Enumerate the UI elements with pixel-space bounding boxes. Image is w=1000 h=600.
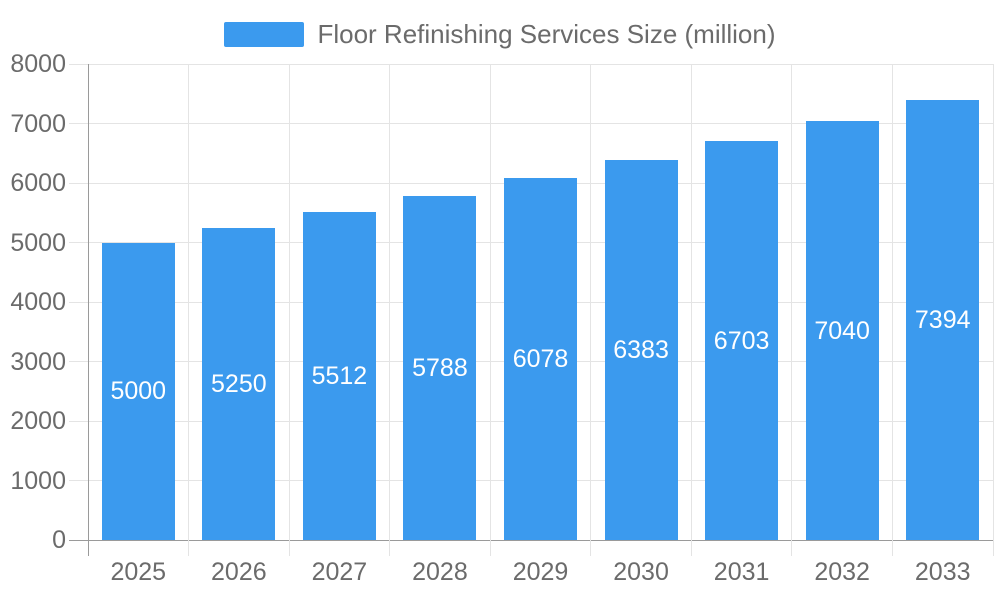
gridline-vertical	[891, 64, 893, 556]
legend: Floor Refinishing Services Size (million…	[0, 18, 1000, 50]
bar	[101, 242, 175, 540]
bar-value-label: 6703	[713, 326, 770, 355]
gridline-vertical	[288, 64, 290, 556]
y-axis-label: 6000	[10, 169, 66, 197]
bar	[403, 195, 477, 540]
y-axis-label: 5000	[10, 228, 66, 257]
x-axis-label: 2032	[814, 558, 870, 586]
y-axis-line	[87, 64, 89, 556]
gridline-vertical	[590, 64, 592, 556]
bar	[604, 160, 678, 540]
gridline-vertical	[992, 64, 994, 556]
x-axis-label: 2028	[412, 558, 468, 586]
y-axis-label: 3000	[10, 347, 66, 376]
y-axis-label: 1000	[10, 466, 66, 495]
legend-label: Floor Refinishing Services Size (million…	[317, 19, 776, 49]
gridline-horizontal	[69, 123, 993, 124]
x-axis-line	[69, 539, 993, 541]
legend-swatch	[224, 21, 305, 47]
bar	[906, 100, 980, 540]
bar-value-label: 5512	[311, 362, 368, 391]
y-axis-label: 2000	[10, 407, 66, 435]
gridline-vertical	[690, 64, 692, 556]
gridline-vertical	[188, 64, 190, 556]
gridline-vertical	[489, 64, 491, 556]
y-axis-label: 0	[52, 526, 66, 554]
bar	[504, 178, 577, 540]
bar	[805, 121, 879, 540]
x-axis-label: 2029	[512, 558, 569, 586]
bar-value-label: 6383	[613, 336, 669, 365]
bar	[302, 212, 376, 540]
bar-value-label: 6078	[512, 345, 569, 374]
gridline-vertical	[791, 64, 793, 556]
x-axis-label: 2031	[713, 558, 770, 586]
bar	[202, 227, 276, 540]
bar-value-label: 7040	[814, 316, 870, 345]
x-axis-label: 2027	[311, 558, 368, 586]
gridline-vertical	[389, 64, 391, 556]
bar-value-label: 5250	[211, 369, 267, 398]
x-axis-label: 2025	[110, 558, 167, 586]
bar-value-label: 5000	[110, 377, 167, 406]
y-axis-label: 8000	[10, 50, 66, 78]
bar-value-label: 5788	[412, 353, 468, 382]
y-axis-label: 4000	[10, 288, 66, 316]
x-axis-label: 2033	[914, 558, 971, 586]
x-axis-label: 2026	[211, 558, 267, 586]
y-axis-label: 7000	[10, 109, 66, 138]
bar	[705, 141, 779, 540]
x-axis-label: 2030	[613, 558, 669, 586]
bar-value-label: 7394	[914, 306, 971, 335]
gridline-horizontal	[69, 63, 993, 65]
